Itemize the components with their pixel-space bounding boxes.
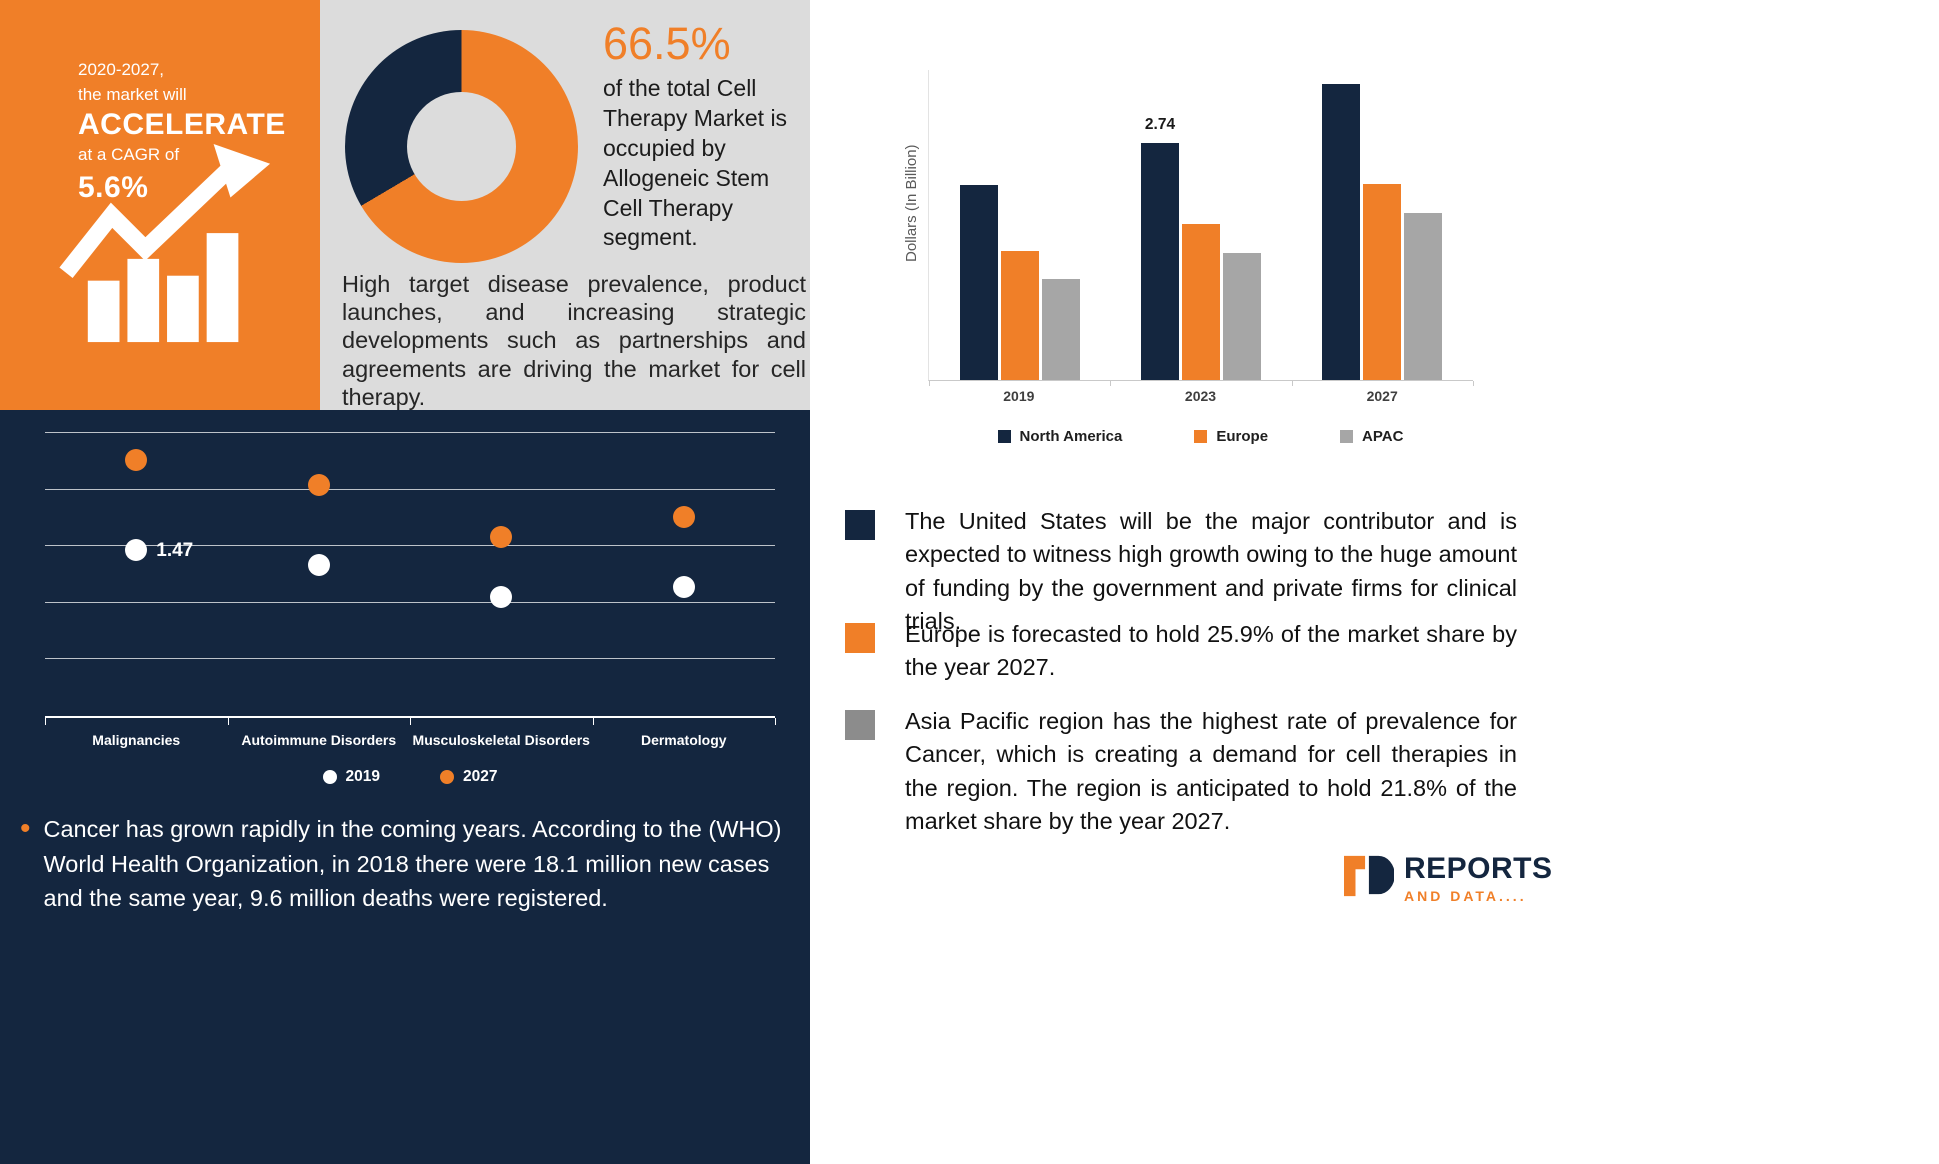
bar-europe-2019: [1000, 251, 1039, 380]
legend-label: 2027: [463, 768, 498, 785]
legend-item-north-america: North America: [997, 428, 1123, 445]
grid-line: [45, 432, 775, 433]
legend-item-europe: Europe: [1194, 428, 1268, 445]
bar-group-2027: [1292, 70, 1473, 380]
reports-and-data-logo: REPORTS AND DATA....: [1340, 852, 1553, 904]
dot-axis-tick: [592, 718, 594, 725]
cancer-note-text: Cancer has grown rapidly in the coming y…: [43, 816, 782, 912]
donut-percent-value: 66.5%: [603, 18, 731, 69]
grid-line: [45, 658, 775, 660]
disorder-panel: 1.47 Malignancies Autoimmune Disorders Mus…: [0, 410, 810, 1164]
dot-axis-tick: [410, 718, 411, 725]
legend-label: 2019: [345, 768, 380, 785]
promo-line2: the market will: [78, 84, 187, 104]
dot-2019-dermatology: [672, 575, 695, 598]
bar-europe-2027: [1363, 184, 1402, 380]
grid-line: [45, 488, 775, 490]
north-america-swatch-icon: [845, 510, 875, 540]
donut-panel: 66.5% of the total Cell Therapy Market i…: [320, 0, 810, 410]
legend-swatch-icon: [1194, 430, 1208, 443]
dot-2019-musculoskeletal-disorders: [490, 586, 513, 609]
cancer-note: Cancer has grown rapidly in the coming y…: [20, 812, 798, 916]
dot-axis-tick: [45, 718, 46, 725]
cagr-panel: 2020-2027, the market will ACCELERATE at…: [0, 0, 320, 410]
legend-label: APAC: [1362, 428, 1404, 445]
promo-line4: at a CAGR of: [78, 145, 180, 165]
bar-group-2019: [929, 70, 1110, 380]
dot-x-label-autoimmune-disorders: Autoimmune Disorders: [241, 732, 397, 748]
legend-item-apac: APAC: [1340, 428, 1403, 445]
bar-chart-plot: 2.74: [928, 70, 1474, 386]
bar-apac-2019: [1041, 279, 1080, 380]
grid-line: [45, 545, 775, 547]
bar-axis-tick: [1473, 381, 1474, 386]
dot-value-label: 1.47: [156, 539, 194, 561]
legend-dot-icon: [322, 770, 337, 784]
cagr-promo-text: 2020-2027, the market will ACCELERATE at…: [78, 58, 286, 206]
bar-north-america-2019: [959, 185, 998, 380]
grid-line: [45, 601, 775, 603]
bar-europe-2023: [1181, 224, 1220, 380]
bar-chart-legend: North America Europe APAC: [928, 428, 1473, 445]
insight-apac-text: Asia Pacific region has the highest rate…: [905, 708, 1517, 835]
bar-x-label-2019: 2019: [1003, 388, 1035, 404]
insight-north-america: The United States will be the major cont…: [845, 505, 1517, 638]
dot-x-label-malignancies: Malignancies: [92, 732, 181, 748]
legend-label: Europe: [1216, 428, 1269, 445]
donut-description: of the total Cell Therapy Market is occu…: [603, 75, 788, 251]
reports-and-data-logo-icon: [1344, 855, 1394, 897]
bar-x-label-2023: 2023: [1184, 388, 1217, 404]
dot-2027-musculoskeletal-disorders: [490, 526, 513, 549]
promo-keyword: ACCELERATE: [78, 108, 286, 142]
legend-swatch-icon: [1340, 430, 1354, 443]
dot-2019-malignancies: [125, 538, 148, 561]
dot-x-label-dermatology: Dermatology: [640, 732, 727, 748]
bar-axis-tick: [1110, 381, 1112, 386]
growth-arrow-icon: [59, 143, 271, 343]
promo-period: 2020-2027,: [78, 60, 165, 79]
dot-x-label-musculoskeletal-disorders: Musculoskeletal Disorders: [412, 732, 590, 748]
dot-2027-malignancies: [125, 449, 148, 472]
dot-plot-area: 1.47: [45, 432, 776, 725]
bar-chart-y-axis-label: Dollars (In Billion): [903, 144, 920, 262]
europe-swatch-icon: [845, 623, 875, 653]
bar-axis-tick: [1291, 381, 1293, 386]
donut-chart: [345, 30, 578, 263]
insight-apac: Asia Pacific region has the highest rate…: [845, 705, 1517, 838]
bar-north-america-2023: 2.74: [1140, 116, 1179, 380]
bar-x-label-2027: 2027: [1366, 388, 1398, 404]
dot-plot-legend: 2019 2027: [45, 768, 775, 786]
apac-swatch-icon: [845, 710, 875, 740]
dot-legend-item-2019: 2019: [322, 768, 380, 786]
market-drivers-paragraph: High target disease prevalence, product …: [342, 271, 806, 410]
legend-dot-icon: [440, 770, 454, 784]
bar-apac-2023: [1222, 253, 1261, 380]
logo-text-and-data: AND DATA....: [1404, 888, 1527, 904]
dot-legend-item-2027: 2027: [440, 768, 497, 786]
logo-text-reports: REPORTS: [1404, 852, 1553, 885]
dot-plot-x-labels: Malignancies Autoimmune Disorders Musculos…: [45, 732, 775, 748]
insight-europe: Europe is forecasted to hold 25.9% of th…: [845, 618, 1517, 685]
legend-swatch-icon: [997, 430, 1011, 443]
dot-2019-autoimmune-disorders: [307, 554, 330, 577]
bar-apac-2027: [1404, 213, 1443, 380]
dot-axis-tick: [775, 718, 776, 725]
donut-hole: [407, 92, 516, 201]
insight-north-america-text: The United States will be the major cont…: [905, 508, 1517, 635]
bullet-marker-icon: [20, 812, 31, 916]
cagr-value: 5.6%: [78, 170, 149, 204]
bar-chart-x-labels: 2019 2023 2027: [928, 388, 1473, 404]
bar-group-2023: 2.74: [1110, 70, 1291, 380]
dot-2027-dermatology: [672, 505, 695, 528]
legend-label: North America: [1019, 428, 1123, 445]
insight-europe-text: Europe is forecasted to hold 25.9% of th…: [905, 621, 1517, 681]
bar-axis-tick: [929, 381, 930, 386]
bar-value-label: 2.74: [1144, 116, 1176, 133]
dot-axis-tick: [227, 718, 229, 725]
bar-north-america-2027: [1322, 84, 1361, 380]
logo-wordmark: REPORTS AND DATA....: [1404, 852, 1553, 904]
dot-2027-autoimmune-disorders: [307, 474, 330, 497]
